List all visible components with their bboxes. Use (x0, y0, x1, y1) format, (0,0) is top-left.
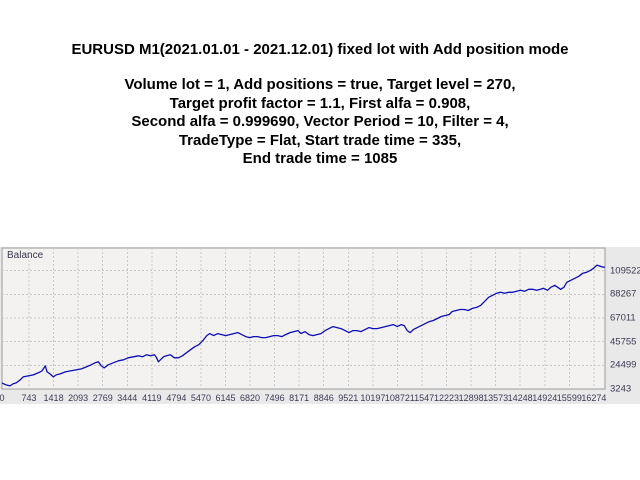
x-axis-tick-label: 12898 (458, 393, 484, 403)
x-axis-tick-label: 8171 (289, 393, 310, 403)
x-axis-tick-label: 13573 (483, 393, 509, 403)
balance-line (1, 264, 605, 387)
x-axis-tick-label: 10872 (384, 393, 410, 403)
x-axis-tick-label: 12223 (434, 393, 460, 403)
x-axis-tick-label: 8846 (313, 393, 334, 403)
balance-chart: Balance 0 743 1418 2093 2769 3444 4119 4794 5470… (0, 247, 640, 404)
y-axis-tick-label: 88267 (610, 288, 637, 300)
param-line-2: Target profit factor = 1.1, First alfa =… (169, 94, 471, 112)
x-axis-tick-label: 0 (0, 393, 5, 403)
report-parameters: Volume lot = 1, Add positions = true, Ta… (0, 76, 640, 169)
x-axis-tick-label: 7496 (264, 393, 285, 403)
x-axis-tick-label: 3444 (117, 393, 138, 403)
x-axis-tick-label: 1418 (43, 393, 64, 403)
param-line-4: TradeType = Flat, Start trade time = 335… (178, 131, 462, 149)
x-axis-tick-label: 4794 (166, 393, 187, 403)
param-line-1: Volume lot = 1, Add positions = true, Ta… (124, 76, 516, 93)
balance-legend-label: Balance (7, 250, 44, 261)
x-axis-tick-label: 2769 (92, 393, 113, 403)
report-title: EURUSD M1(2021.01.01 - 2021.12.01) fixed… (71, 41, 569, 58)
x-axis-tick-label: 4119 (142, 393, 162, 403)
x-axis-tick-label: 15599 (556, 393, 582, 403)
x-axis-tick-label: 10197 (360, 393, 386, 403)
x-axis-tick-label: 14248 (507, 393, 533, 403)
x-axis-tick-label: 11547 (409, 393, 435, 403)
y-axis-tick-label: 24499 (610, 359, 637, 371)
x-axis-tick-label: 2093 (68, 393, 89, 403)
param-line-5: End trade time = 1085 (242, 150, 398, 167)
x-axis-tick-label: 5470 (190, 393, 211, 403)
x-axis-tick-label: 16274 (581, 393, 607, 403)
x-axis-tick-label: 6820 (240, 393, 261, 403)
y-axis-tick-label: 67011 (610, 312, 636, 324)
balance-chart-canvas (1, 247, 606, 390)
y-axis-tick-label: 45755 (610, 336, 637, 348)
y-axis-tick-label: 109522 (610, 265, 640, 277)
x-axis-tick-label: 743 (21, 393, 37, 403)
x-axis-tick-label: 6145 (215, 393, 236, 403)
y-axis-tick-label: 3243 (610, 383, 632, 395)
x-axis-tick-label: 14924 (532, 393, 558, 403)
x-axis-tick-label: 9521 (338, 393, 359, 403)
param-line-3: Second alfa = 0.999690, Vector Period = … (131, 113, 509, 130)
